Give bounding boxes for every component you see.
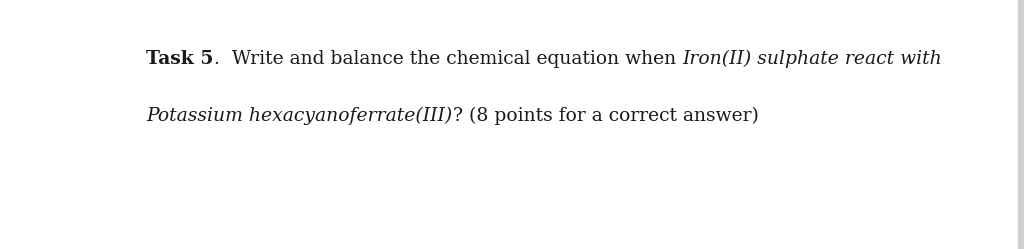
Text: ? (8 points for a correct answer): ? (8 points for a correct answer) (453, 107, 759, 125)
Text: Iron(II) sulphate react with: Iron(II) sulphate react with (682, 50, 942, 68)
Text: Task 5: Task 5 (146, 50, 214, 68)
Text: Potassium hexacyanoferrate(III): Potassium hexacyanoferrate(III) (146, 107, 453, 125)
Text: .  Write and balance the chemical equation when: . Write and balance the chemical equatio… (214, 50, 682, 68)
